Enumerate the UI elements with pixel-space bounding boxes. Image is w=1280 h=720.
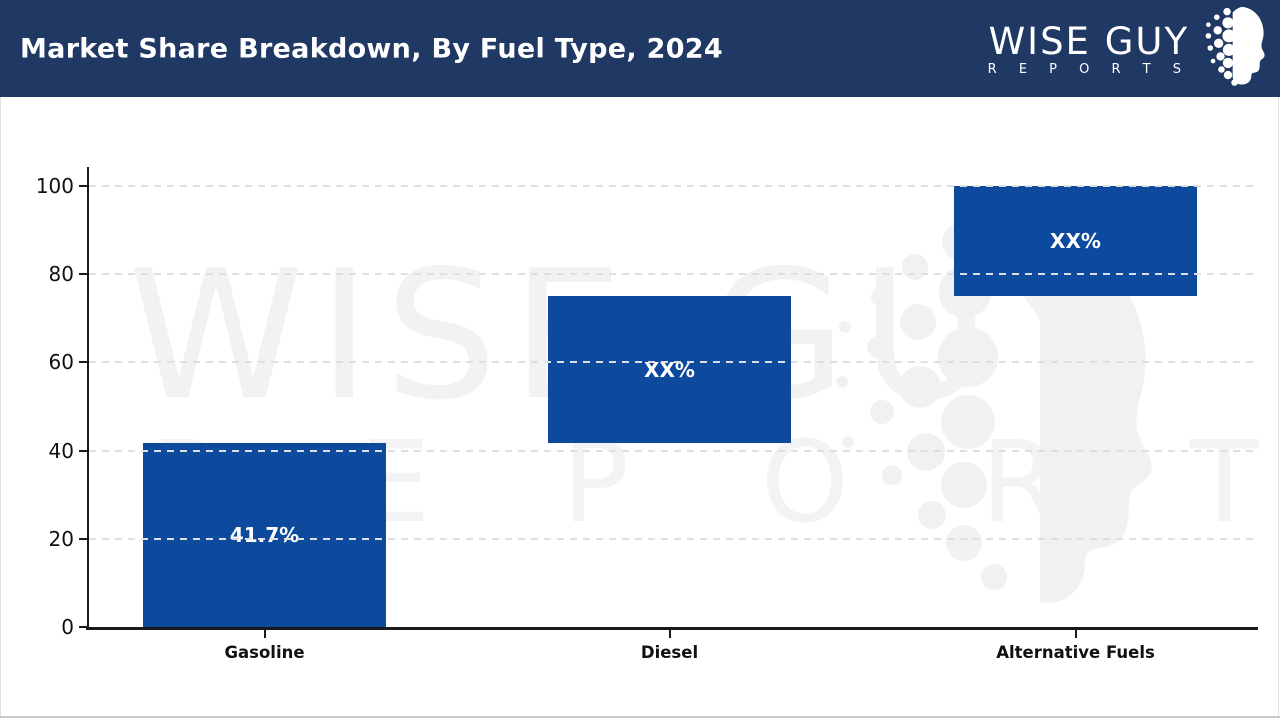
brand-logo: WISE GUY R E P O R T S (988, 4, 1270, 96)
y-tick-label-40: 40 (48, 438, 74, 463)
y-tick-label-60: 60 (48, 350, 74, 375)
brand-head-icon (1186, 4, 1270, 96)
bar-value-label-alternative-fuels: XX% (1050, 229, 1101, 254)
bar-gasoline: 41.7% (143, 443, 386, 627)
gridline-y-40 (89, 449, 1258, 452)
y-tick-label-20: 20 (48, 526, 74, 551)
gridline-y-60 (89, 361, 1258, 364)
y-tick-label-0: 0 (61, 615, 74, 639)
y-tick-40 (79, 449, 88, 452)
y-tick-label-80: 80 (48, 262, 74, 287)
y-tick-label-100: 100 (35, 174, 74, 198)
x-category-label-diesel: Diesel (640, 643, 699, 662)
header-bar: Market Share Breakdown, By Fuel Type, 20… (0, 0, 1280, 97)
chart-title: Market Share Breakdown, By Fuel Type, 20… (20, 33, 723, 64)
y-tick-20 (79, 537, 88, 540)
bar-alternative-fuels: XX% (954, 186, 1197, 297)
frame-border-right (1278, 97, 1279, 717)
y-tick-80 (79, 273, 88, 276)
brand-subname: R E P O R T S (987, 62, 1190, 78)
y-tick-60 (79, 361, 88, 364)
y-tick-100 (79, 185, 88, 187)
x-category-label-gasoline: Gasoline (224, 643, 305, 662)
y-axis-line (87, 167, 89, 629)
gridline-y-100 (89, 185, 1258, 187)
bar-value-label-gasoline: 41.7% (229, 523, 300, 548)
x-category-label-alternative-fuels: Alternative Fuels (996, 643, 1155, 662)
x-tick-gasoline (263, 630, 266, 638)
gridline-y-20 (89, 537, 1258, 540)
x-axis-line (86, 627, 1258, 630)
frame-border-left (0, 97, 1, 717)
x-tick-alternative-fuels (1074, 630, 1077, 638)
y-tick-0 (79, 626, 88, 628)
plot-area: WISE GUY R E P O R T S 02040608010041.7%… (0, 97, 1280, 720)
brand-logo-text: WISE GUY R E P O R T S (987, 20, 1190, 78)
x-tick-diesel (668, 630, 671, 638)
gridline-y-80 (89, 273, 1258, 276)
brand-name: WISE GUY (988, 20, 1190, 64)
bar-diesel: XX% (548, 296, 791, 444)
frame-border-bottom (0, 716, 1280, 718)
